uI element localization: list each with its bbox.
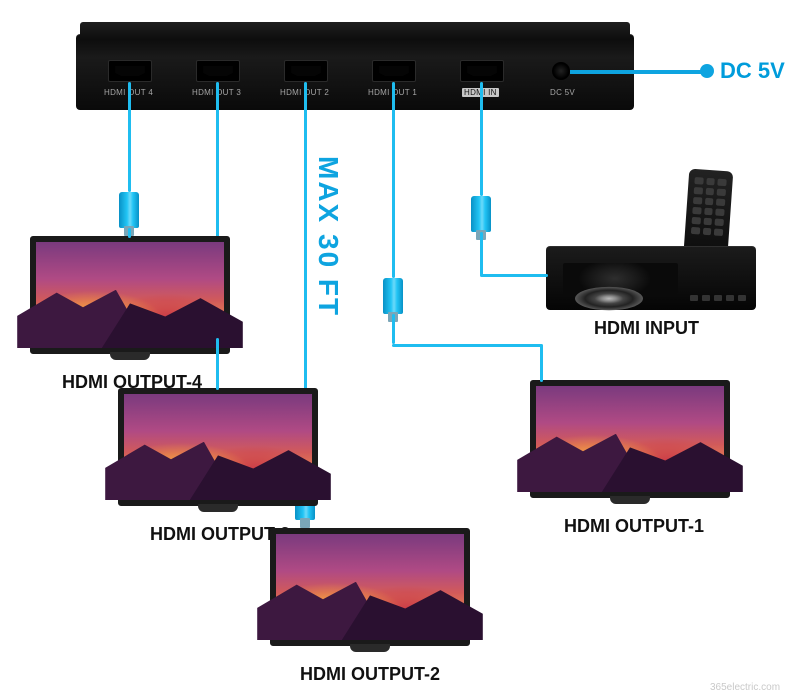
cable-tail-out1-v2 [540,344,543,382]
label-output-1: HDMI OUTPUT-1 [564,516,704,537]
tv-screen [536,386,724,492]
port-hdmi-in [460,60,504,82]
plug-in [471,196,491,232]
tv-screen [36,242,224,348]
cable-tail-in-h [480,274,548,277]
watermark-text: 365electric.com [710,682,780,693]
dvd-disc [575,286,642,310]
label-output-3: HDMI OUTPUT-3 [150,524,290,545]
tv-screen [124,394,312,500]
dc-callout-text: DC 5V [720,58,785,84]
dvd-player [546,246,756,310]
max-length-text: MAX 30 FT [312,156,344,317]
plug-out1 [383,278,403,314]
cable-tail-out1 [392,314,395,344]
dc-jack-label: DC 5V [550,88,575,97]
cable-tail-out4 [128,228,131,238]
cable-tail-in-v [480,232,483,276]
cable-tail-out1-h [392,344,542,347]
plug-out4 [119,192,139,228]
tv-output-2 [270,528,470,646]
dc-callout-line [570,70,706,74]
port-hdmi-out-3 [196,60,240,82]
cable-out4 [128,82,131,192]
port-hdmi-out-2 [284,60,328,82]
dc-power-jack [552,62,570,80]
tv-screen [276,534,464,640]
port-hdmi-out-1 [372,60,416,82]
cable-out1 [392,82,395,278]
port-hdmi-out-4 [108,60,152,82]
dc-callout-dot [700,64,714,78]
cable-tail-out3 [216,338,219,390]
cable-in [480,82,483,196]
label-hdmi-input: HDMI INPUT [594,318,699,339]
hdmi-splitter-device [76,34,634,110]
tv-output-3 [118,388,318,506]
tv-output-1 [530,380,730,498]
hdmi-splitter-top [80,22,630,40]
tv-output-4 [30,236,230,354]
dvd-buttons [690,295,746,301]
label-output-2: HDMI OUTPUT-2 [300,664,440,685]
